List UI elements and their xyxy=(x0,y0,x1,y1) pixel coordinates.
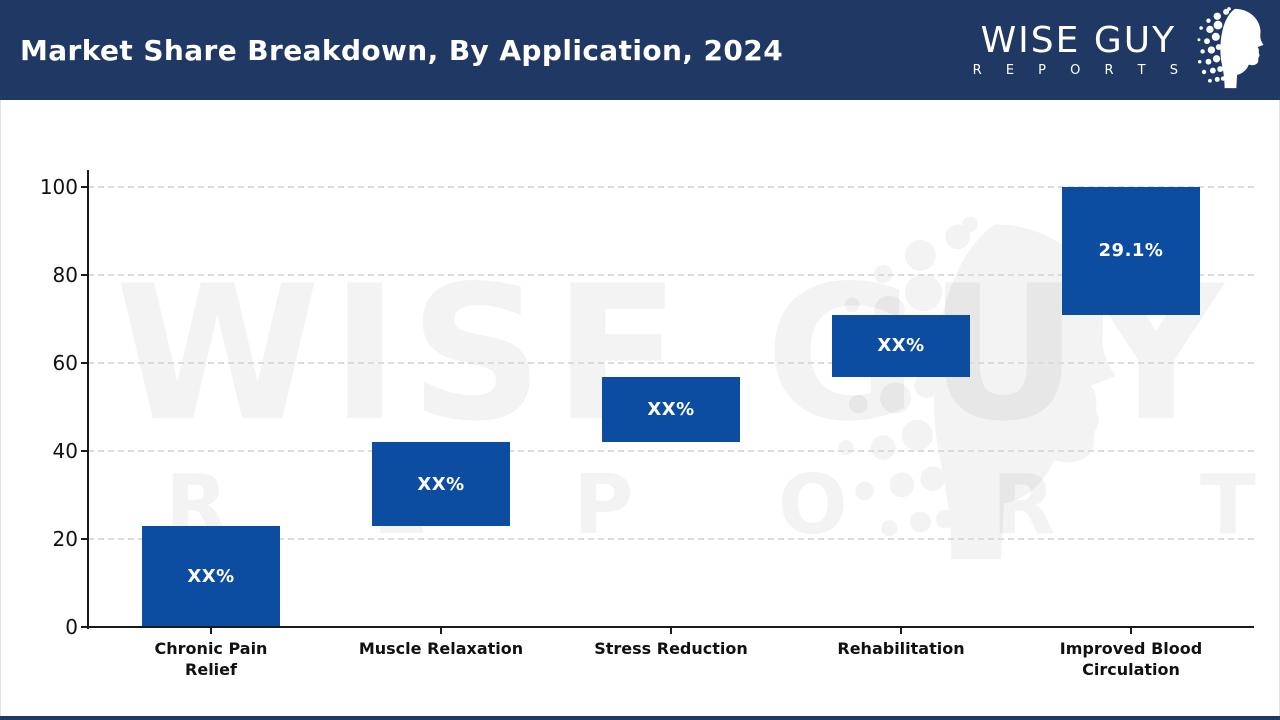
y-tick-label: 60 xyxy=(52,350,78,375)
x-axis-line xyxy=(87,626,1254,628)
gridline xyxy=(88,537,1254,540)
bar-value-label: XX% xyxy=(417,473,465,495)
x-tick-mark xyxy=(1130,627,1132,634)
header-bar: Market Share Breakdown, By Application, … xyxy=(0,0,1280,100)
footer-accent-strip xyxy=(0,716,1280,720)
bar-chronic-pain-relief: XX% xyxy=(142,526,280,627)
logo-wordmark: WISE GUY xyxy=(980,20,1177,61)
x-category-label: Chronic Pain Relief xyxy=(154,639,268,679)
wiseguy-face-icon xyxy=(1192,6,1266,94)
bar-value-label: XX% xyxy=(187,566,235,588)
x-tick-mark xyxy=(440,627,442,634)
bar-improved-blood-circulation: 29.1% xyxy=(1062,186,1200,315)
y-tick-mark xyxy=(81,361,88,364)
x-category-label: Rehabilitation xyxy=(837,639,965,658)
bar-stress-reduction: XX% xyxy=(602,376,740,442)
y-tick-label: 40 xyxy=(52,438,78,463)
logo-text: WISE GUY R E P O R T S xyxy=(969,20,1188,79)
gridline xyxy=(88,185,1254,188)
x-category-label: Muscle Relaxation xyxy=(358,639,524,658)
gridline xyxy=(88,361,1254,364)
logo-subtitle: R E P O R T S xyxy=(972,63,1188,78)
y-tick-mark xyxy=(81,626,88,628)
x-tick-mark xyxy=(900,627,902,634)
x-tick-mark xyxy=(210,627,212,634)
y-tick-mark xyxy=(81,449,88,452)
x-category-label: Stress Reduction xyxy=(594,639,748,658)
gridline xyxy=(88,273,1254,276)
y-tick-mark xyxy=(81,185,88,188)
page-title: Market Share Breakdown, By Application, … xyxy=(20,33,784,67)
bar-muscle-relaxation: XX% xyxy=(372,441,510,527)
bar-value-label: 29.1% xyxy=(1098,240,1164,262)
bar-value-label: XX% xyxy=(647,398,695,420)
y-axis-line xyxy=(87,170,89,629)
y-tick-label: 80 xyxy=(52,262,78,287)
x-category-label: Improved Blood Circulation xyxy=(1059,639,1203,679)
y-tick-mark xyxy=(81,537,88,540)
y-tick-label: 0 xyxy=(65,615,78,639)
y-tick-label: 20 xyxy=(52,526,78,551)
y-tick-mark xyxy=(81,273,88,276)
bar-value-label: XX% xyxy=(877,335,925,357)
gridline xyxy=(88,449,1254,452)
bar-rehabilitation: XX% xyxy=(832,314,970,377)
x-tick-mark xyxy=(670,627,672,634)
y-tick-label: 100 xyxy=(39,174,78,199)
wiseguy-logo: WISE GUY R E P O R T S xyxy=(969,6,1266,94)
